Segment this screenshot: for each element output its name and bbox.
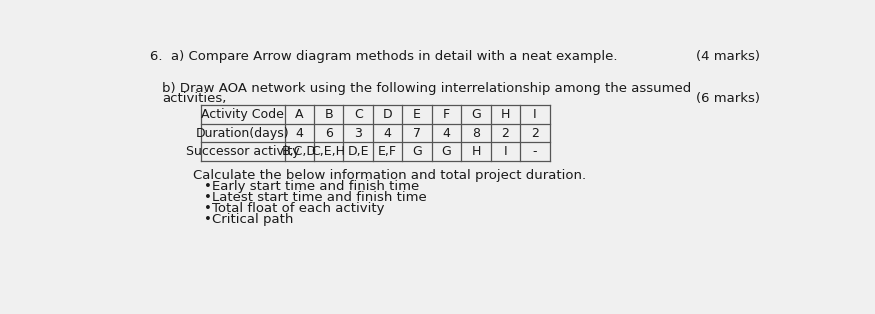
Text: H: H: [500, 108, 510, 121]
Text: -: -: [533, 145, 537, 158]
Text: H: H: [472, 145, 480, 158]
Text: C,E,H: C,E,H: [312, 145, 346, 158]
Text: (6 marks): (6 marks): [696, 92, 760, 106]
Text: 6.  a) Compare Arrow diagram methods in detail with a neat example.: 6. a) Compare Arrow diagram methods in d…: [150, 50, 617, 63]
Text: (4 marks): (4 marks): [696, 50, 760, 63]
Text: b) Draw AOA network using the following interrelationship among the assumed: b) Draw AOA network using the following …: [162, 82, 691, 95]
Text: E,F: E,F: [378, 145, 397, 158]
Text: Duration(days): Duration(days): [196, 127, 290, 140]
Text: C: C: [354, 108, 362, 121]
Text: B: B: [325, 108, 333, 121]
Text: B,C,D: B,C,D: [282, 145, 317, 158]
Text: 3: 3: [354, 127, 362, 140]
Text: Total float of each activity: Total float of each activity: [212, 202, 384, 215]
Text: Critical path: Critical path: [212, 213, 293, 226]
Text: 4: 4: [383, 127, 391, 140]
Text: F: F: [443, 108, 450, 121]
Text: G: G: [471, 108, 481, 121]
Text: 7: 7: [413, 127, 421, 140]
Text: I: I: [533, 108, 536, 121]
Text: I: I: [504, 145, 507, 158]
Text: 6: 6: [325, 127, 332, 140]
Text: A: A: [295, 108, 304, 121]
Text: 2: 2: [501, 127, 509, 140]
Text: 4: 4: [296, 127, 304, 140]
Text: Early start time and finish time: Early start time and finish time: [212, 180, 419, 193]
Text: G: G: [412, 145, 422, 158]
Text: D,E: D,E: [347, 145, 369, 158]
Text: 4: 4: [443, 127, 451, 140]
Text: •: •: [204, 180, 212, 193]
Text: G: G: [442, 145, 452, 158]
Text: Successor activity: Successor activity: [186, 145, 299, 158]
Text: •: •: [204, 213, 212, 226]
Text: 2: 2: [531, 127, 539, 140]
Text: Calculate the below information and total project duration.: Calculate the below information and tota…: [193, 169, 586, 181]
Text: E: E: [413, 108, 421, 121]
Text: •: •: [204, 191, 212, 204]
Text: Activity Code: Activity Code: [201, 108, 284, 121]
Text: D: D: [382, 108, 392, 121]
Text: 8: 8: [472, 127, 480, 140]
Text: Latest start time and finish time: Latest start time and finish time: [212, 191, 426, 204]
Text: activities,: activities,: [162, 92, 227, 106]
Text: •: •: [204, 202, 212, 215]
